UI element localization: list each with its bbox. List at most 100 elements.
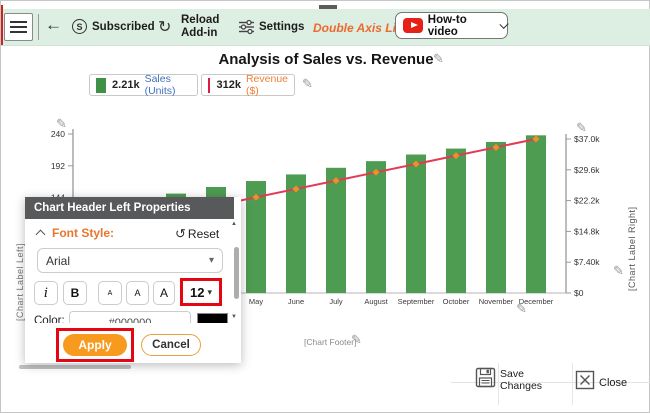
revenue-line-marker <box>452 152 460 160</box>
month-label: July <box>329 297 343 306</box>
italic-button[interactable]: i <box>34 281 58 305</box>
edit-right-label-pencil-icon[interactable]: ✎ <box>613 263 624 278</box>
month-label: October <box>443 297 470 306</box>
revenue-line-marker <box>412 160 420 168</box>
dialog-title[interactable]: Chart Header Left Properties <box>25 197 234 219</box>
sales-total: 2.21k <box>112 79 140 91</box>
left-axis-tick-label: 192 <box>51 161 65 171</box>
month-label: June <box>288 297 304 306</box>
subscribed-label[interactable]: Subscribed <box>92 21 155 33</box>
close-x-icon <box>575 370 595 395</box>
spreadsheet-gridline <box>572 363 573 405</box>
month-label: May <box>249 297 263 306</box>
font-size-dropdown-highlighted[interactable]: 12 ▾ <box>180 278 222 306</box>
subscription-icon[interactable]: S <box>72 19 87 34</box>
toolbar-divider <box>38 14 39 40</box>
font-family-value: Arial <box>46 253 71 268</box>
horizontal-scrollbar[interactable] <box>19 365 131 369</box>
revenue-line-marker <box>492 143 500 151</box>
revenue-color-swatch <box>208 77 211 93</box>
bold-button[interactable]: B <box>63 281 87 305</box>
sales-legend-label: Sales (Units) <box>144 73 176 97</box>
reset-button[interactable]: ↺ Reset <box>175 226 220 241</box>
scrollbar-down-icon[interactable]: ▼ <box>231 314 237 320</box>
edit-right-axis-pencil-icon[interactable]: ✎ <box>576 120 587 135</box>
chart-label-right: [Chart Label Right] <box>627 206 637 291</box>
sales-bar <box>486 141 506 293</box>
settings-button[interactable]: Settings <box>259 21 305 33</box>
cancel-button[interactable]: Cancel <box>141 334 201 356</box>
sales-bar <box>326 167 346 293</box>
left-axis-tick-label: 240 <box>51 129 65 139</box>
right-axis-tick-label: $37.0k <box>574 134 600 144</box>
font-family-dropdown[interactable]: Arial ▾ <box>37 248 223 273</box>
edit-left-axis-pencil-icon[interactable]: ✎ <box>56 116 67 131</box>
apply-button[interactable]: Apply <box>63 334 127 356</box>
month-label: November <box>479 297 514 306</box>
edit-title-pencil-icon[interactable]: ✎ <box>433 51 444 66</box>
edit-footer-pencil-icon[interactable]: ✎ <box>351 332 362 347</box>
youtube-play-icon <box>403 18 423 33</box>
font-size-value: 12 <box>190 284 205 300</box>
dropdown-arrow-icon: ▾ <box>208 255 214 266</box>
sales-bar <box>446 148 466 293</box>
font-size-small-button[interactable]: A <box>98 281 122 305</box>
revenue-line-marker <box>252 193 260 201</box>
revenue-line-marker <box>372 168 380 176</box>
sales-bar <box>406 154 426 293</box>
top-dash-decoration <box>319 5 337 9</box>
month-label: August <box>364 297 388 306</box>
chevron-down-icon <box>499 19 509 29</box>
legend-item-sales[interactable]: 2.21k Sales (Units) <box>89 73 198 97</box>
spreadsheet-gridline <box>498 363 499 405</box>
reset-icon: ↺ <box>175 226 186 241</box>
color-swatch[interactable] <box>197 313 228 323</box>
save-changes-label: Save Changes <box>500 368 543 392</box>
right-axis-tick-label: $0 <box>574 288 584 298</box>
close-button[interactable]: Close <box>575 370 627 395</box>
font-size-medium-button[interactable]: A <box>126 281 149 305</box>
spreadsheet-gridline <box>451 382 650 383</box>
right-axis-tick-label: $14.8k <box>574 226 600 236</box>
back-arrow-icon[interactable]: ← <box>45 15 62 34</box>
edit-bottom-axis-pencil-icon[interactable]: ✎ <box>516 301 527 316</box>
revenue-line-marker <box>332 177 340 185</box>
dropdown-arrow-icon: ▾ <box>207 286 212 297</box>
chart-footer-label: [Chart Footer] <box>304 337 357 347</box>
revenue-total: 312k <box>216 79 241 91</box>
howto-video-label: How-to video <box>427 13 467 38</box>
font-size-large-button[interactable]: A <box>153 281 175 305</box>
sales-bar <box>246 181 266 293</box>
reload-addin-button[interactable]: Reload Add-in <box>181 14 220 39</box>
settings-sliders-icon[interactable] <box>238 19 255 40</box>
revenue-legend-label: Revenue ($) <box>245 73 288 97</box>
month-label: September <box>398 297 435 306</box>
revenue-line-marker <box>532 135 540 143</box>
legend-item-revenue[interactable]: 312k Revenue ($) <box>201 73 295 97</box>
close-label: Close <box>599 376 628 389</box>
hamburger-menu-icon[interactable] <box>4 13 33 41</box>
apply-highlight-box <box>56 328 134 362</box>
save-floppy-icon <box>475 367 496 393</box>
chart-header-left-properties-dialog: Chart Header Left Properties Font Style:… <box>25 197 241 363</box>
right-axis-tick-label: $7.40k <box>574 257 600 267</box>
revenue-line-marker <box>292 185 300 193</box>
howto-video-button[interactable]: How-to video <box>395 12 509 39</box>
page-title: Analysis of Sales vs. Revenue <box>218 51 434 68</box>
sales-bar <box>526 135 546 293</box>
right-axis-tick-label: $29.6k <box>574 165 600 175</box>
color-hex-input[interactable]: #000000 <box>69 311 191 323</box>
save-changes-button[interactable]: Save Changes <box>475 367 542 393</box>
reload-icon[interactable]: ↻ <box>158 19 172 36</box>
color-label: Color: <box>34 315 65 323</box>
collapse-section-icon[interactable] <box>35 229 46 240</box>
scrollbar-up-icon[interactable]: ▲ <box>231 221 237 227</box>
toolbar: ← S Subscribed ↻ Reload Add-in Settings … <box>1 9 650 46</box>
dialog-body: Font Style: ↺ Reset Arial ▾ i B A A A 12 … <box>25 219 234 323</box>
scrollbar-thumb[interactable] <box>234 247 239 299</box>
sales-bar <box>286 174 306 293</box>
month-label: December <box>519 297 554 306</box>
edit-legend-pencil-icon[interactable]: ✎ <box>302 76 313 91</box>
font-style-section-label: Font Style: <box>52 226 114 240</box>
